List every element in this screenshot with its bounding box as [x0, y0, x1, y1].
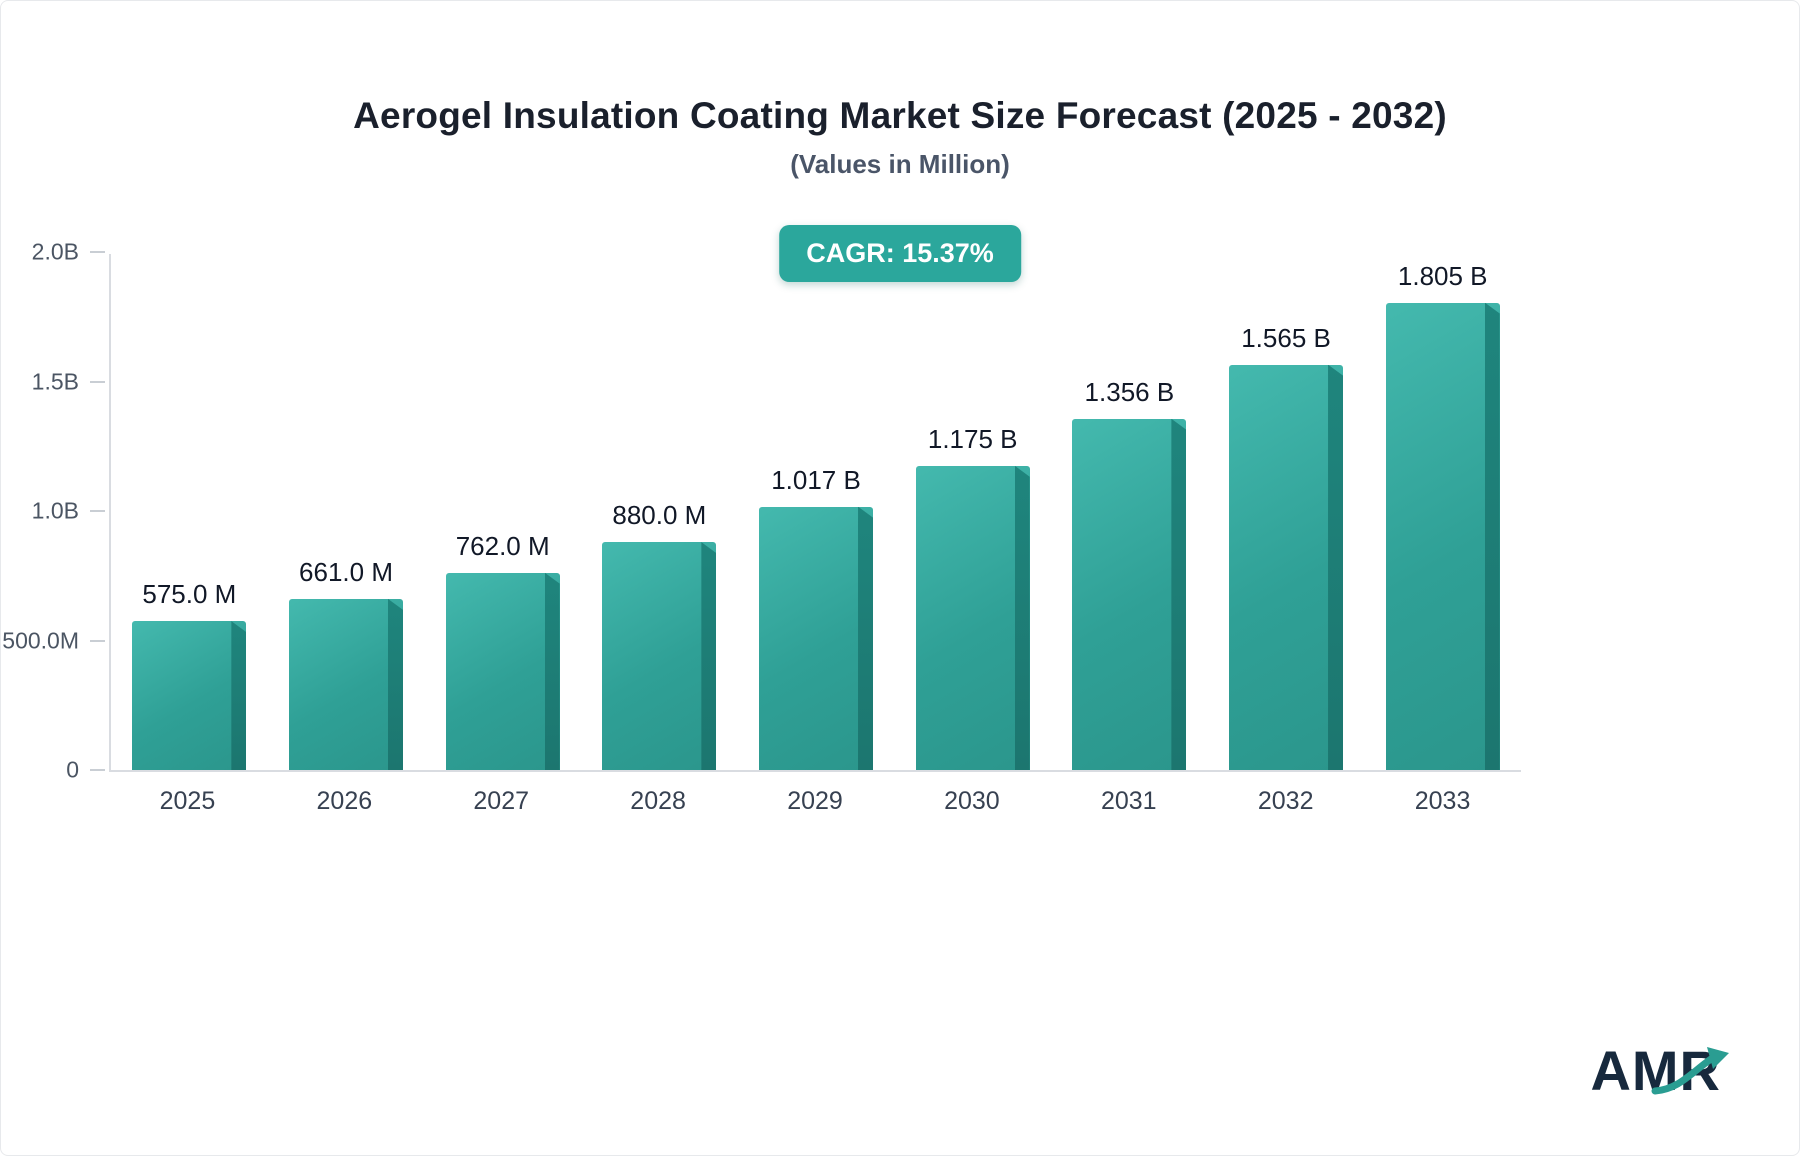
bar-cell: 1.356 B: [1051, 377, 1208, 770]
bar-cell: 1.805 B: [1364, 261, 1521, 770]
x-tick-label: 2030: [944, 787, 1000, 815]
bar-2028: [602, 542, 717, 770]
bar-2026: [289, 598, 403, 770]
bar-value-label: 1.017 B: [771, 464, 861, 495]
y-tick-label: 1.0B: [31, 497, 79, 524]
bar-cell: 661.0 M: [268, 557, 425, 770]
bar-cell: 575.0 M: [111, 579, 268, 770]
bar-cell: 880.0 M: [581, 500, 738, 770]
bar-2032: [1229, 364, 1344, 770]
x-tick-label: 2027: [473, 787, 530, 815]
y-tick-mark: [90, 380, 105, 383]
amr-logo-text: AMR: [1590, 1039, 1721, 1102]
chart-title: Aerogel Insulation Coating Market Size F…: [353, 95, 1447, 136]
bar-value-label: 1.805 B: [1397, 260, 1488, 291]
y-tick-mark: [90, 510, 105, 512]
bar-cell: 1.017 B: [738, 465, 895, 770]
bar-value-label: 1.356 B: [1084, 376, 1175, 407]
bar-2027: [445, 572, 560, 770]
bars: 575.0 M 661.0 M 762.0 M 880.0 M 1.017 B 1.175…: [111, 254, 1521, 770]
bar-value-label: 1.565 B: [1241, 322, 1331, 353]
bar-cell: 1.565 B: [1208, 323, 1365, 770]
y-tick-label: 2.0B: [31, 238, 79, 265]
x-axis-labels: 2025 2026 2027 2028 2029 2030 2031 2032 2033: [109, 787, 1521, 816]
bar-2030: [915, 465, 1030, 770]
bar-value-label: 1.175 B: [927, 423, 1018, 454]
y-tick-label: 1.5B: [31, 368, 79, 394]
x-tick-label: 2029: [787, 787, 843, 815]
y-tick-mark: [90, 251, 105, 253]
bar-2031: [1072, 418, 1187, 770]
bar-value-label: 575.0 M: [142, 579, 237, 610]
y-tick-mark: [90, 769, 105, 771]
x-tick-label: 2032: [1257, 787, 1314, 815]
chart-subtitle: (Values in Million): [790, 149, 1010, 179]
bar-2025: [132, 621, 247, 770]
bar-value-label: 661.0 M: [299, 556, 393, 587]
bar-cell: 762.0 M: [424, 531, 581, 770]
x-tick-label: 2033: [1414, 787, 1471, 815]
bar-value-label: 762.0 M: [455, 530, 550, 561]
bar-2033: [1385, 302, 1500, 770]
y-tick-label: 500.0M: [2, 627, 79, 653]
bar-cell: 1.175 B: [894, 424, 1051, 770]
cagr-badge: CAGR: 15.37%: [779, 225, 1021, 282]
x-tick-label: 2026: [316, 787, 373, 815]
x-tick-label: 2025: [159, 787, 216, 815]
plot-area: 575.0 M 661.0 M 762.0 M 880.0 M 1.017 B 1.175…: [2, 239, 1521, 783]
y-tick-label: 0: [66, 756, 79, 783]
y-tick-mark: [90, 639, 105, 642]
bar-2029: [759, 506, 874, 770]
x-tick-label: 2031: [1100, 787, 1157, 815]
x-tick-label: 2028: [630, 787, 686, 815]
amr-logo: AMR: [1590, 1038, 1729, 1103]
bar-value-label: 880.0 M: [612, 500, 707, 531]
